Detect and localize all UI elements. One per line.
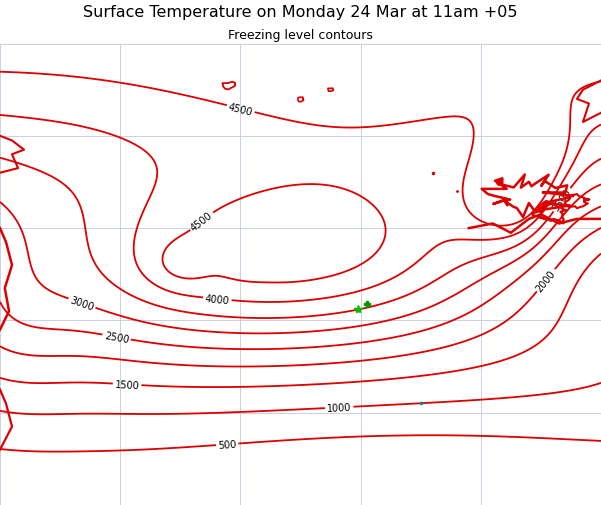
Text: Surface Temperature on Monday 24 Mar at 11am +05: Surface Temperature on Monday 24 Mar at … [84,5,517,20]
Text: 4000: 4000 [205,293,230,306]
Text: 500: 500 [218,439,237,450]
Text: 1000: 1000 [327,402,352,413]
Text: 1500: 1500 [115,379,139,390]
Text: 3000: 3000 [69,295,95,312]
Text: Freezing level contours: Freezing level contours [228,29,373,42]
Text: 3500: 3500 [551,187,573,213]
Text: 4500: 4500 [189,210,215,233]
Text: 2000: 2000 [534,268,558,293]
Text: 4500: 4500 [228,102,254,117]
Text: 2500: 2500 [103,330,130,344]
